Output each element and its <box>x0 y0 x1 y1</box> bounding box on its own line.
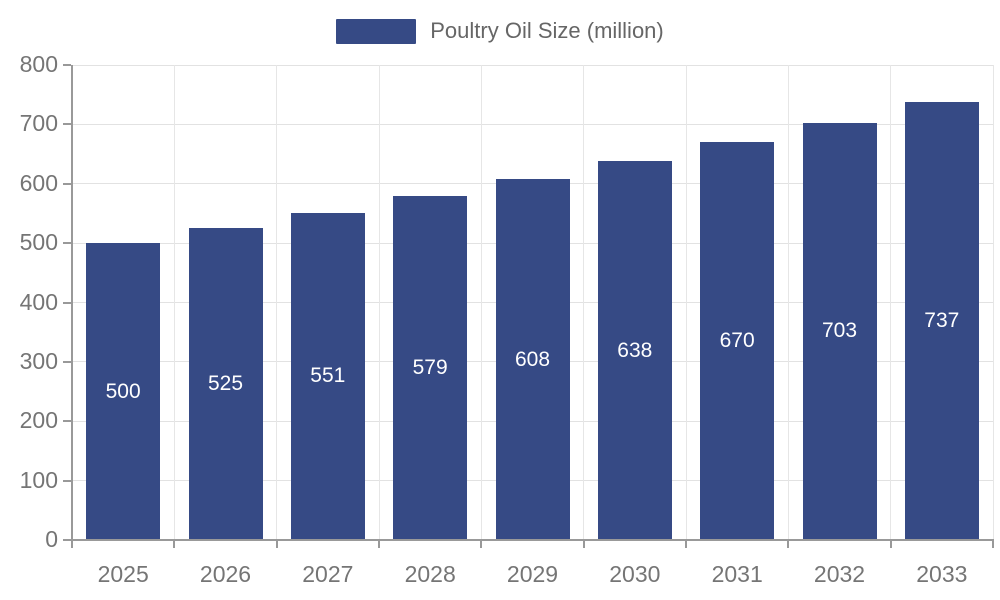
x-tick-label: 2027 <box>302 561 354 587</box>
gridline-vertical <box>787 65 789 540</box>
y-tick-label: 700 <box>19 110 58 137</box>
y-tick-mark <box>63 123 71 126</box>
bar-value-label: 638 <box>617 338 653 362</box>
bar-2030[interactable]: 638 <box>597 161 672 540</box>
y-tick-label: 500 <box>19 229 58 256</box>
y-tick-label: 100 <box>19 466 58 493</box>
bar-value-label: 670 <box>719 329 755 353</box>
bar-2025[interactable]: 500 <box>86 243 161 540</box>
y-tick-label: 800 <box>19 51 58 77</box>
bar-value-label: 551 <box>310 364 346 388</box>
y-tick-mark <box>63 479 71 482</box>
bar-value-label: 608 <box>514 347 551 371</box>
y-tick-mark <box>63 360 71 363</box>
bar-2031[interactable]: 670 <box>700 142 775 540</box>
bar-2028[interactable]: 579 <box>393 196 468 540</box>
y-tick-label: 0 <box>45 526 58 552</box>
bar-value-label: 500 <box>105 379 141 403</box>
x-tick-label: 2033 <box>916 561 968 587</box>
bar-2026[interactable]: 525 <box>188 228 263 540</box>
bar-2029[interactable]: 608 <box>495 179 570 540</box>
x-tick-label: 2028 <box>404 561 456 587</box>
y-tick-mark <box>63 420 71 423</box>
x-tick-mark <box>787 541 790 548</box>
x-tick-mark <box>378 541 380 548</box>
x-tick-label: 2025 <box>97 561 149 587</box>
x-tick-mark <box>685 541 687 548</box>
x-tick-label: 2026 <box>199 561 252 587</box>
gridline-vertical <box>685 65 687 540</box>
x-tick-label: 2031 <box>711 561 763 587</box>
gridline-horizontal <box>72 64 993 66</box>
bar-2027[interactable]: 551 <box>290 212 365 540</box>
gridline-vertical <box>890 65 892 540</box>
y-tick-label: 600 <box>19 169 58 196</box>
gridline-vertical <box>378 65 380 540</box>
y-tick-label: 200 <box>19 407 58 434</box>
bar-value-label: 703 <box>821 319 858 343</box>
y-tick-mark <box>63 301 71 304</box>
bar-2033[interactable]: 737 <box>904 102 979 540</box>
y-tick-mark <box>63 182 71 185</box>
legend-item[interactable]: Poultry Oil Size (million) <box>336 18 664 44</box>
x-tick-mark <box>71 541 73 548</box>
x-tick-mark <box>173 541 176 548</box>
bar-value-label: 525 <box>207 372 244 396</box>
gridline-vertical <box>276 65 278 540</box>
legend-label: Poultry Oil Size (million) <box>430 18 664 43</box>
gridline-vertical <box>992 65 994 540</box>
y-tick-label: 300 <box>19 347 58 374</box>
x-tick-mark <box>582 541 585 548</box>
gridline-vertical <box>480 65 482 540</box>
x-tick-label: 2032 <box>813 561 866 587</box>
plot-area: 500 525 551 579 608 638 670 703 737 <box>72 64 994 540</box>
x-tick-mark <box>275 541 278 548</box>
y-tick-mark <box>63 64 71 66</box>
x-tick-label: 2029 <box>506 561 559 587</box>
x-tick-label: 2030 <box>609 561 661 587</box>
bar-value-label: 737 <box>924 309 960 333</box>
bar-value-label: 579 <box>412 356 448 380</box>
legend-swatch <box>336 18 417 44</box>
y-tick-label: 400 <box>19 288 58 315</box>
x-axis-line <box>71 539 994 541</box>
gridline-vertical <box>583 65 585 540</box>
bar-2032[interactable]: 703 <box>802 122 877 540</box>
x-tick-mark <box>889 541 892 548</box>
legend: Poultry Oil Size (million) <box>0 14 1000 48</box>
x-tick-mark <box>992 541 994 548</box>
y-tick-mark <box>63 539 71 541</box>
x-tick-mark <box>480 541 483 548</box>
y-axis-line <box>71 65 73 542</box>
gridline-horizontal <box>72 123 993 125</box>
gridline-vertical <box>173 65 175 540</box>
y-tick-mark <box>63 242 71 245</box>
